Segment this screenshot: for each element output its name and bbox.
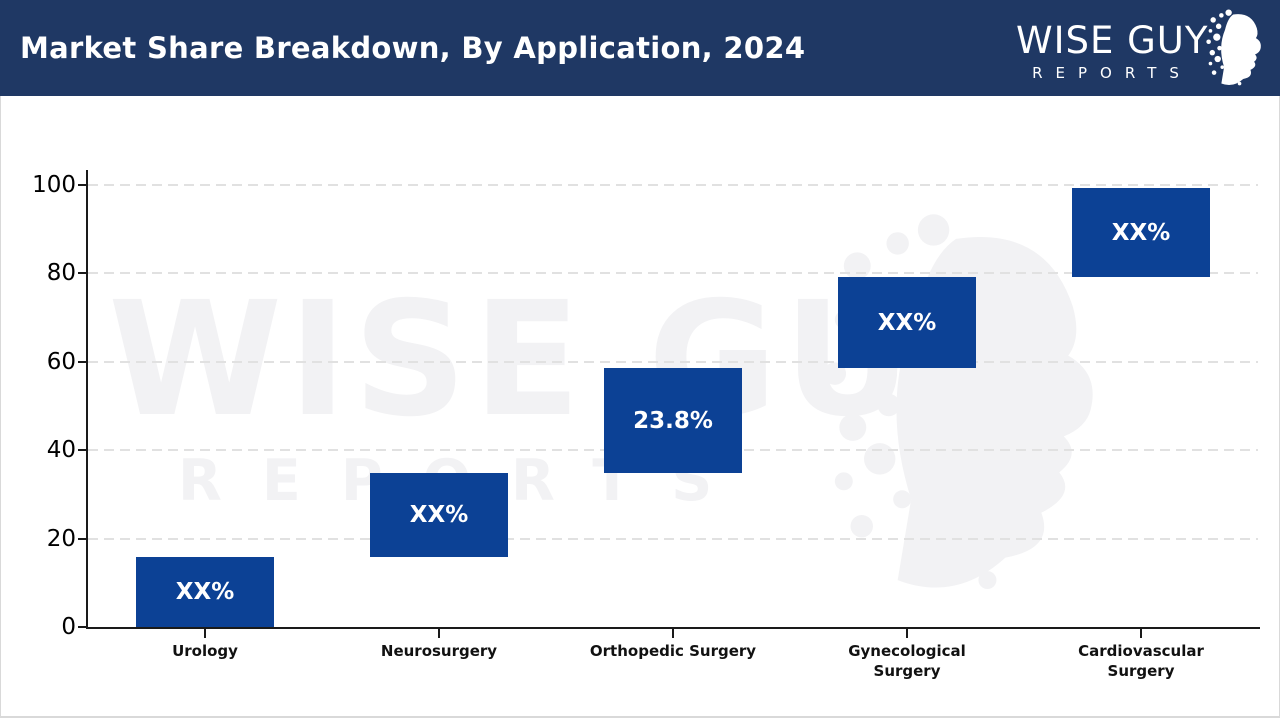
bar-value-label: XX% xyxy=(877,309,937,336)
y-tick-mark xyxy=(78,272,86,275)
x-axis-category-label: Gynecological Surgery xyxy=(848,642,966,680)
logo-subtitle: REPORTS xyxy=(1032,64,1192,82)
y-tick-label: 100 xyxy=(32,172,76,198)
bar-value-label: XX% xyxy=(175,579,235,606)
chart-title: Market Share Breakdown, By Application, … xyxy=(20,31,806,65)
y-tick-mark xyxy=(78,537,86,540)
y-tick-label: 40 xyxy=(46,437,76,464)
y-tick-label: 60 xyxy=(46,348,76,375)
bar-value-label: 23.8% xyxy=(633,407,713,434)
y-axis-line xyxy=(86,170,88,629)
x-axis-category-label: Orthopedic Surgery xyxy=(589,642,757,660)
bar-value-label: XX% xyxy=(409,502,469,529)
x-axis-line xyxy=(86,627,1260,629)
x-axis-category-label: Urology xyxy=(172,642,238,660)
bar: XX% xyxy=(136,557,274,627)
header-bar: Market Share Breakdown, By Application, … xyxy=(0,0,1280,96)
y-tick-label: 0 xyxy=(61,614,76,640)
gridline xyxy=(88,360,1258,363)
y-tick-label: 20 xyxy=(46,525,76,552)
y-tick-mark xyxy=(78,184,86,186)
x-tick-mark xyxy=(1140,629,1142,638)
x-axis-category-label: Cardiovascular Surgery xyxy=(1078,642,1204,680)
x-axis-category-label: Neurosurgery xyxy=(380,642,498,660)
logo-head-profile-icon xyxy=(1206,9,1261,86)
y-tick-mark xyxy=(78,449,86,452)
logo-wordmark: WISE GUY xyxy=(1016,19,1209,62)
x-tick-mark xyxy=(672,629,674,638)
bar: XX% xyxy=(1072,187,1210,278)
y-tick-mark xyxy=(78,360,86,363)
gridline xyxy=(88,272,1258,275)
y-tick-mark xyxy=(78,626,86,628)
wise-guy-reports-logo: WISE GUY REPORTS xyxy=(1016,9,1268,89)
x-tick-mark xyxy=(906,629,908,638)
bar-value-label: XX% xyxy=(1111,219,1171,246)
bar: XX% xyxy=(370,473,508,558)
bar: XX% xyxy=(838,277,976,368)
x-tick-mark xyxy=(438,629,440,638)
gridline xyxy=(88,184,1258,186)
logo-text: WISE GUY REPORTS xyxy=(1016,19,1209,83)
gridline xyxy=(88,537,1258,540)
y-tick-label: 80 xyxy=(46,260,76,287)
bar: 23.8% xyxy=(604,367,742,474)
x-tick-mark xyxy=(204,629,206,638)
